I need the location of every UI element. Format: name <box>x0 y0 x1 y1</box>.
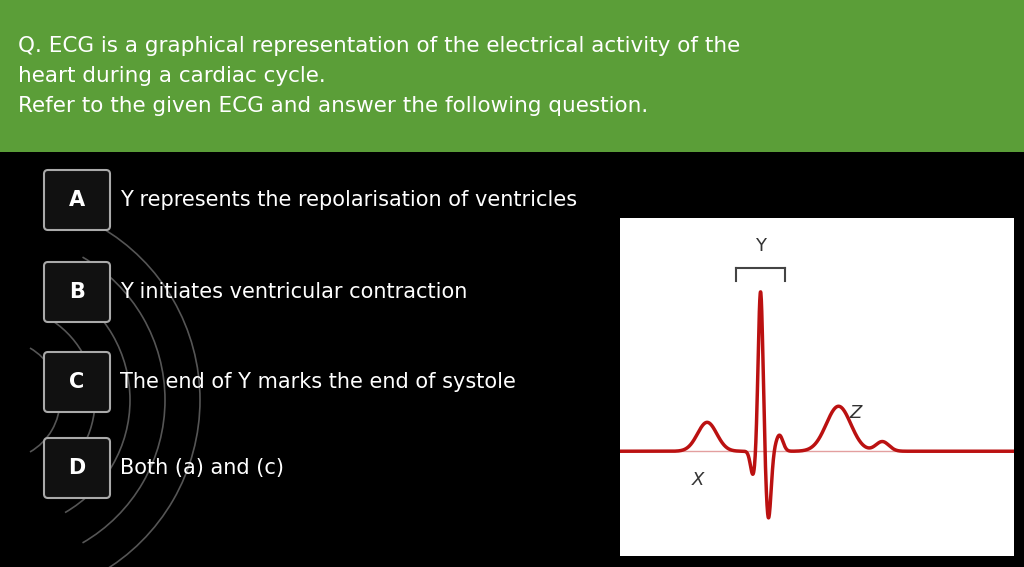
Text: The end of Y marks the end of systole: The end of Y marks the end of systole <box>120 372 516 392</box>
FancyBboxPatch shape <box>44 438 110 498</box>
Text: C: C <box>70 372 85 392</box>
Text: X: X <box>692 471 705 489</box>
Text: Y represents the repolarisation of ventricles: Y represents the repolarisation of ventr… <box>120 190 578 210</box>
FancyBboxPatch shape <box>44 170 110 230</box>
Bar <box>0 0 1024 152</box>
FancyBboxPatch shape <box>44 262 110 322</box>
Text: Y initiates ventricular contraction: Y initiates ventricular contraction <box>120 282 467 302</box>
Text: Z: Z <box>850 404 862 422</box>
FancyBboxPatch shape <box>44 352 110 412</box>
Text: Y: Y <box>755 237 766 255</box>
Text: Q. ECG is a graphical representation of the electrical activity of the
heart dur: Q. ECG is a graphical representation of … <box>18 36 740 116</box>
Text: A: A <box>69 190 85 210</box>
Text: B: B <box>69 282 85 302</box>
Text: D: D <box>69 458 86 478</box>
Text: Both (a) and (c): Both (a) and (c) <box>120 458 284 478</box>
